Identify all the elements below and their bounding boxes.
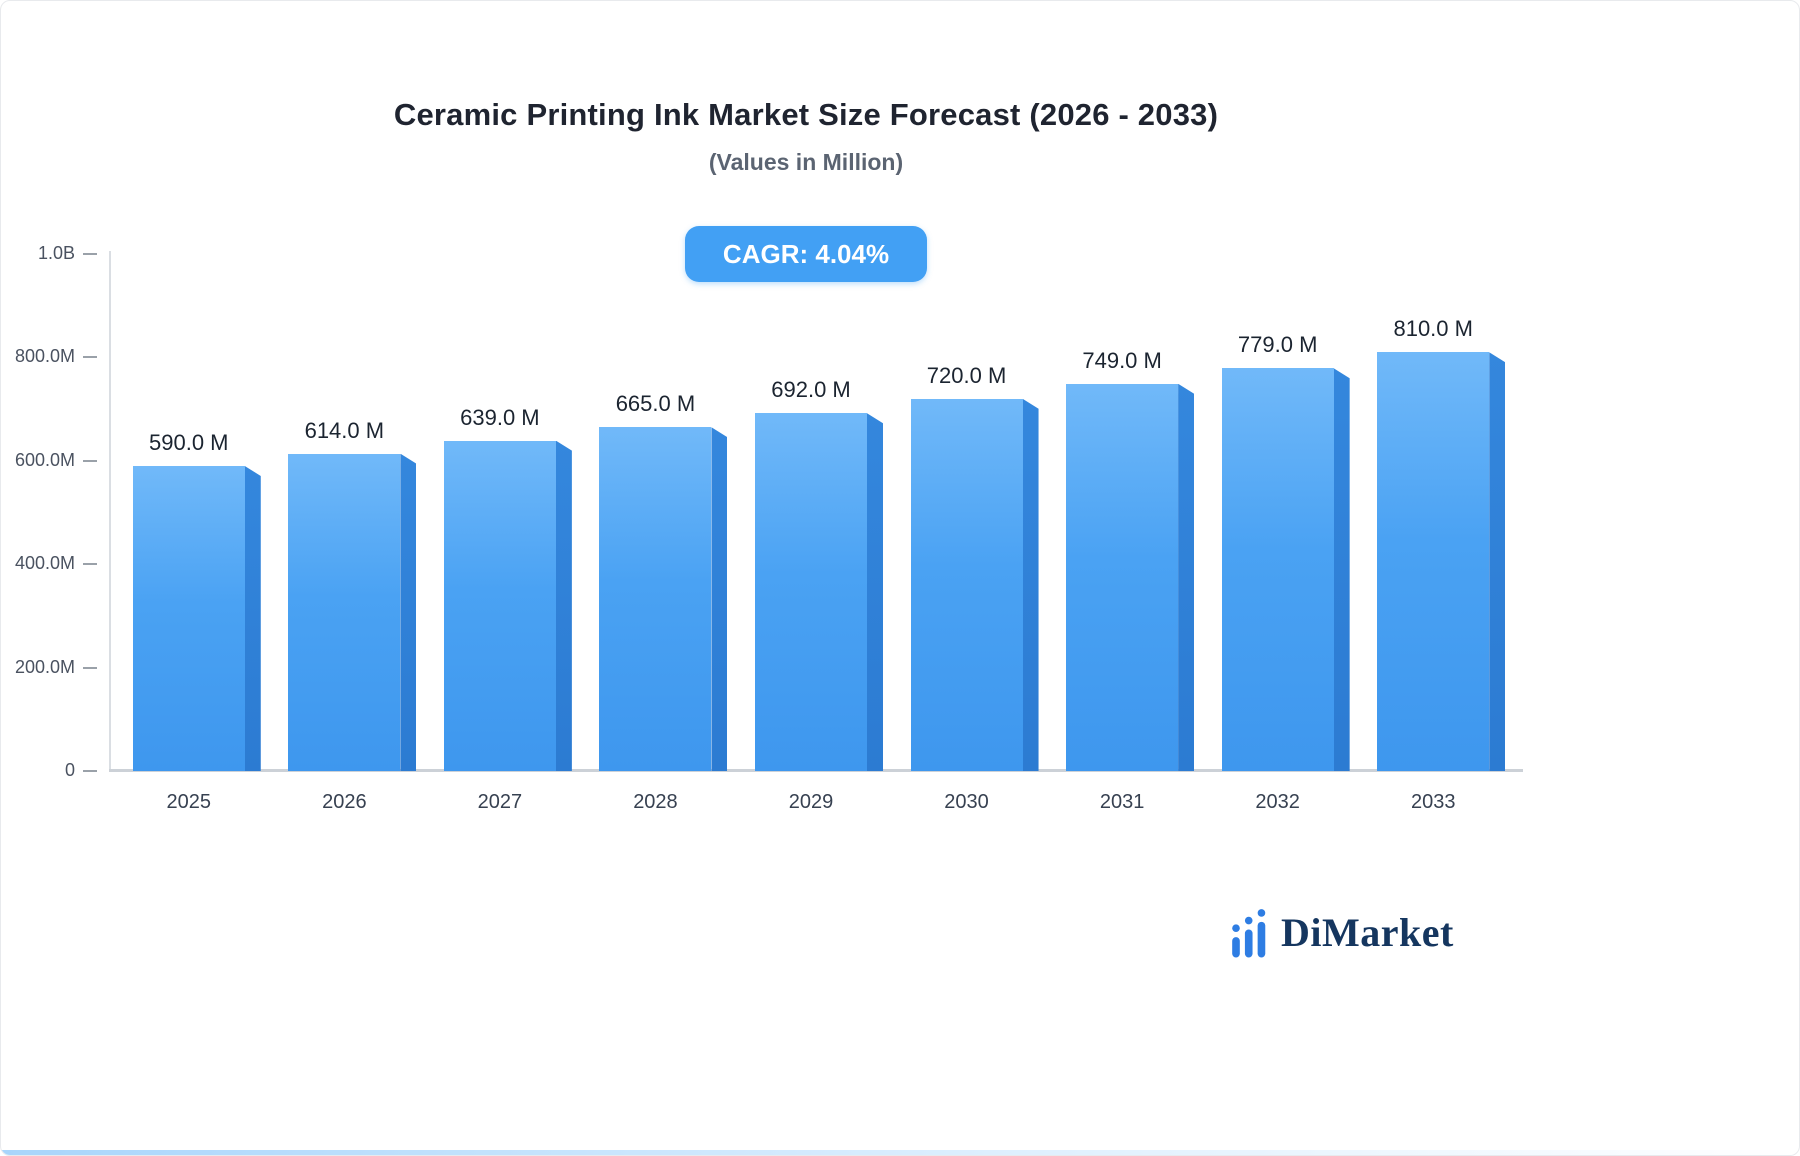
y-axis: 0 200.0M 400.0M 600.0M 800.0M 1.0B bbox=[1, 243, 105, 780]
y-axis-tick-mark bbox=[83, 253, 97, 255]
x-axis-label: 2031 bbox=[1099, 791, 1145, 813]
bar-side-face bbox=[1489, 352, 1506, 771]
y-axis-line bbox=[109, 251, 111, 771]
brand-logo: DiMarket bbox=[1229, 904, 1454, 960]
bar-front-face bbox=[755, 413, 867, 771]
bar-side-face bbox=[1178, 383, 1195, 771]
bar-value-label: 665.0 M bbox=[615, 391, 696, 417]
bar-front-face bbox=[599, 427, 712, 771]
x-axis-label: 2029 bbox=[788, 791, 834, 813]
x-axis-label: 2033 bbox=[1410, 791, 1456, 813]
bar-side-face bbox=[555, 440, 572, 771]
x-axis-label: 2032 bbox=[1255, 791, 1300, 813]
bar-value-label: 614.0 M bbox=[304, 417, 385, 443]
bar-front-face bbox=[443, 440, 556, 771]
x-axis: 2025 2026 2027 2028 2029 2030 2031 2032 2033 bbox=[111, 785, 1511, 825]
bar: 779.0 M bbox=[1221, 332, 1350, 771]
bar-value-label: 810.0 M bbox=[1393, 316, 1473, 342]
y-axis-tick-label: 1.0B bbox=[37, 243, 75, 263]
bar: 590.0 M bbox=[132, 430, 261, 771]
x-axis-label: 2028 bbox=[633, 791, 678, 813]
bar: 720.0 M bbox=[910, 363, 1039, 771]
bar: 639.0 M bbox=[443, 405, 572, 771]
bar-front-face bbox=[910, 398, 1023, 771]
y-axis-tick-mark bbox=[83, 666, 97, 669]
bar: 614.0 M bbox=[288, 418, 417, 771]
bar-side-face bbox=[244, 465, 261, 771]
bar: 692.0 M bbox=[755, 377, 883, 771]
bottom-accent-bar bbox=[1, 1150, 1799, 1155]
cagr-badge-label: CAGR: 4.04% bbox=[722, 238, 890, 269]
bar-value-label: 639.0 M bbox=[460, 404, 540, 430]
y-axis-tick-mark bbox=[83, 770, 97, 772]
chart-title: Ceramic Printing Ink Market Size Forecas… bbox=[393, 97, 1219, 132]
bar-value-label: 590.0 M bbox=[149, 429, 229, 455]
y-axis-tick-label: 800.0M bbox=[14, 346, 75, 367]
bar-front-face bbox=[288, 453, 401, 771]
bar-chart-dots-icon bbox=[1232, 909, 1266, 958]
bar-front-face bbox=[1221, 368, 1334, 771]
x-axis-label: 2027 bbox=[477, 791, 523, 813]
bar-side-face bbox=[400, 453, 417, 771]
y-axis-tick-mark bbox=[83, 459, 97, 462]
bar-value-label: 692.0 M bbox=[771, 377, 851, 403]
x-axis-label: 2030 bbox=[944, 791, 989, 813]
y-axis-tick-mark bbox=[83, 356, 97, 359]
bar-side-face bbox=[1333, 368, 1350, 771]
brand-logo-text: DiMarket bbox=[1281, 909, 1454, 955]
chart-subtitle: (Values in Million) bbox=[708, 149, 904, 175]
x-axis-label: 2025 bbox=[166, 791, 212, 813]
bar-front-face bbox=[132, 465, 245, 771]
bar-front-face bbox=[1377, 352, 1490, 771]
bar-side-face bbox=[1022, 398, 1039, 771]
y-axis-tick-label: 200.0M bbox=[14, 656, 75, 677]
bar-side-face bbox=[711, 427, 728, 771]
bar-value-label: 720.0 M bbox=[926, 362, 1007, 388]
bar-side-face bbox=[867, 413, 883, 771]
bar: 665.0 M bbox=[599, 391, 728, 771]
x-axis-label: 2026 bbox=[322, 791, 367, 813]
plot-area: 590.0 M 614.0 M 639.0 M 665.0 M 692.0 M 720.0… bbox=[111, 254, 1511, 771]
bar: 749.0 M bbox=[1066, 348, 1195, 771]
bar-value-label: 749.0 M bbox=[1082, 347, 1162, 373]
y-axis-tick-label: 400.0M bbox=[14, 553, 75, 574]
bar-value-label: 779.0 M bbox=[1237, 332, 1318, 358]
y-axis-tick-label: 600.0M bbox=[14, 449, 75, 470]
cagr-badge: CAGR: 4.04% bbox=[685, 226, 927, 282]
bar: 810.0 M bbox=[1377, 316, 1506, 771]
y-axis-tick-label: 0 bbox=[64, 760, 75, 780]
bar-front-face bbox=[1066, 383, 1179, 771]
y-axis-tick-mark bbox=[83, 563, 97, 566]
